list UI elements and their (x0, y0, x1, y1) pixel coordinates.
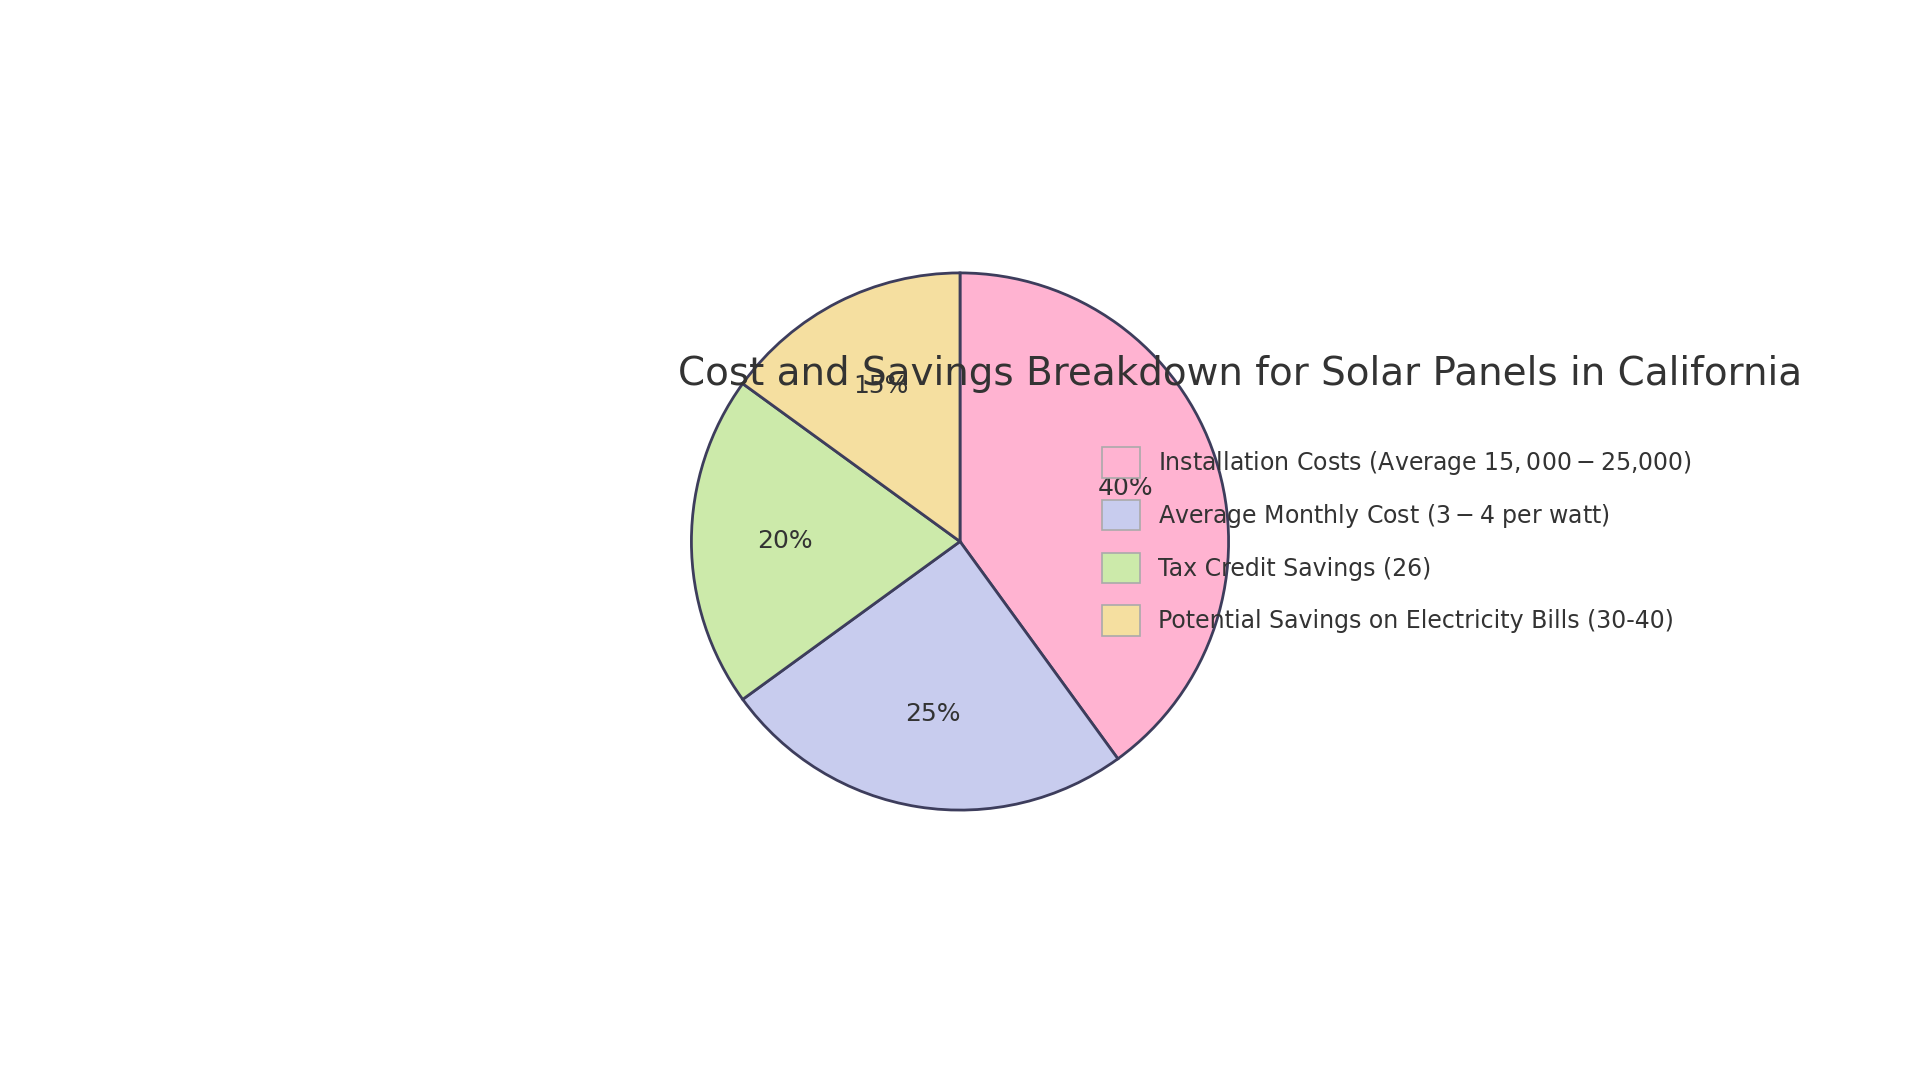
Legend: Installation Costs (Average $15,000 - $25,000), Average Monthly Cost ($3 - $4 pe: Installation Costs (Average $15,000 - $2… (1102, 447, 1692, 636)
Wedge shape (691, 383, 960, 700)
Text: 25%: 25% (904, 702, 960, 726)
Text: 40%: 40% (1098, 475, 1154, 499)
Text: 15%: 15% (852, 374, 908, 397)
Text: 20%: 20% (758, 530, 814, 553)
Text: Cost and Savings Breakdown for Solar Panels in California: Cost and Savings Breakdown for Solar Pan… (678, 355, 1803, 393)
Wedge shape (960, 273, 1229, 759)
Wedge shape (743, 273, 960, 542)
Wedge shape (743, 542, 1117, 810)
